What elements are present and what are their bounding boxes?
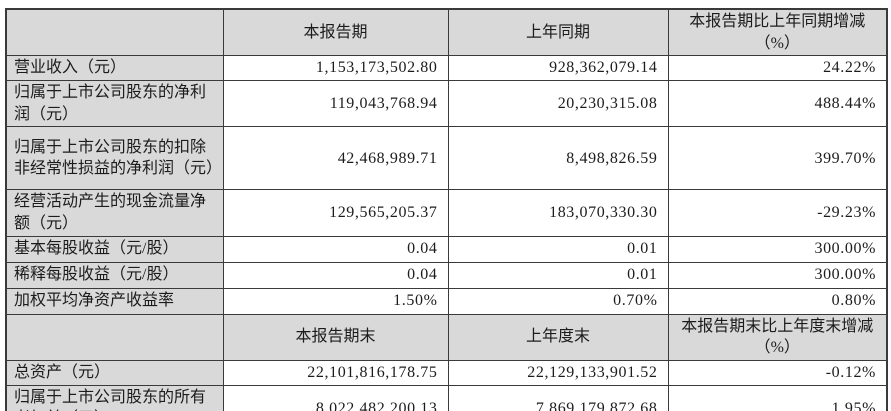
value-prior-period: 0.01 bbox=[447, 261, 669, 289]
value-change-pct: 300.00% bbox=[667, 261, 888, 289]
row-label: 归属于上市公司股东的净利润（元） bbox=[5, 80, 224, 128]
table-row-owners-equity: 归属于上市公司股东的所有者权益（元） 8,022,482,200.13 7,86… bbox=[5, 384, 888, 411]
value-change-pct: 1.95% bbox=[667, 384, 888, 411]
table-row-net-profit-excl-nonrecurring: 归属于上市公司股东的扣除非经常性损益的净利润（元） 42,468,989.71 … bbox=[5, 126, 888, 191]
value-prior-period: 8,498,826.59 bbox=[447, 126, 669, 191]
value-change-pct: 488.44% bbox=[667, 80, 888, 128]
section2-col-header-change: 本报告期末比上年度末增减 （%） bbox=[667, 313, 888, 361]
row-label: 归属于上市公司股东的扣除非经常性损益的净利润（元） bbox=[5, 126, 224, 191]
section2-col-header-prior-year-end: 上年度末 bbox=[447, 313, 669, 361]
table-row-operating-cash-flow: 经营活动产生的现金流量净额（元） 129,565,205.37 183,070,… bbox=[5, 189, 888, 237]
value-change-pct: 399.70% bbox=[667, 126, 888, 191]
value-prior-period: 20,230,315.08 bbox=[447, 80, 669, 128]
value-current-period: 0.04 bbox=[222, 261, 449, 289]
row-label: 经营活动产生的现金流量净额（元） bbox=[5, 189, 224, 237]
section1-col-header-change-line2: （%） bbox=[754, 34, 800, 52]
value-prior-period: 0.01 bbox=[447, 235, 669, 263]
value-change-pct: -29.23% bbox=[667, 189, 888, 237]
value-change-pct: 0.80% bbox=[667, 287, 888, 315]
value-prior-period: 22,129,133,901.52 bbox=[447, 359, 669, 386]
section2-corner-cell bbox=[5, 313, 224, 361]
value-prior-period: 183,070,330.30 bbox=[447, 189, 669, 237]
value-prior-period: 928,362,079.14 bbox=[447, 55, 669, 82]
value-current-period: 0.04 bbox=[222, 235, 449, 263]
value-prior-period: 0.70% bbox=[447, 287, 669, 315]
section1-corner-cell bbox=[5, 8, 224, 57]
section1-col-header-change: 本报告期比上年同期增减 （%） bbox=[667, 8, 888, 57]
value-current-period: 1,153,173,502.80 bbox=[222, 55, 449, 82]
value-change-pct: -0.12% bbox=[667, 359, 888, 386]
table-row-net-profit: 归属于上市公司股东的净利润（元） 119,043,768.94 20,230,3… bbox=[5, 80, 888, 128]
financial-summary-table: 本报告期 上年同期 本报告期比上年同期增减 （%） 营业收入（元） 1,153,… bbox=[5, 8, 888, 411]
row-label: 总资产（元） bbox=[5, 359, 224, 386]
section2-col-header-change-line1: 本报告期末比上年度末增减 bbox=[681, 317, 874, 335]
row-label: 加权平均净资产收益率 bbox=[5, 287, 224, 315]
table-row-weighted-avg-roe: 加权平均净资产收益率 1.50% 0.70% 0.80% bbox=[5, 287, 888, 315]
value-current-period: 22,101,816,178.75 bbox=[222, 359, 449, 386]
section1-col-header-prior-period: 上年同期 bbox=[447, 8, 669, 57]
value-change-pct: 24.22% bbox=[667, 55, 888, 82]
table-row-revenue: 营业收入（元） 1,153,173,502.80 928,362,079.14 … bbox=[5, 55, 888, 82]
table-row-basic-eps: 基本每股收益（元/股） 0.04 0.01 300.00% bbox=[5, 235, 888, 263]
row-label: 基本每股收益（元/股） bbox=[5, 235, 224, 263]
value-current-period: 119,043,768.94 bbox=[222, 80, 449, 128]
table-row-diluted-eps: 稀释每股收益（元/股） 0.04 0.01 300.00% bbox=[5, 261, 888, 289]
value-current-period: 129,565,205.37 bbox=[222, 189, 449, 237]
value-current-period: 8,022,482,200.13 bbox=[222, 384, 449, 411]
section2-col-header-period-end: 本报告期末 bbox=[222, 313, 449, 361]
section1-header-row: 本报告期 上年同期 本报告期比上年同期增减 （%） bbox=[5, 8, 888, 57]
section2-col-header-change-line2: （%） bbox=[754, 339, 800, 357]
row-label: 归属于上市公司股东的所有者权益（元） bbox=[5, 384, 224, 411]
value-current-period: 1.50% bbox=[222, 287, 449, 315]
value-prior-period: 7,869,179,872.68 bbox=[447, 384, 669, 411]
row-label: 稀释每股收益（元/股） bbox=[5, 261, 224, 289]
row-label: 营业收入（元） bbox=[5, 55, 224, 82]
section1-col-header-current-period: 本报告期 bbox=[222, 8, 449, 57]
section1-col-header-change-line1: 本报告期比上年同期增减 bbox=[689, 13, 866, 30]
value-current-period: 42,468,989.71 bbox=[222, 126, 449, 191]
section2-header-row: 本报告期末 上年度末 本报告期末比上年度末增减 （%） bbox=[5, 313, 888, 361]
table-row-total-assets: 总资产（元） 22,101,816,178.75 22,129,133,901.… bbox=[5, 359, 888, 386]
value-change-pct: 300.00% bbox=[667, 235, 888, 263]
